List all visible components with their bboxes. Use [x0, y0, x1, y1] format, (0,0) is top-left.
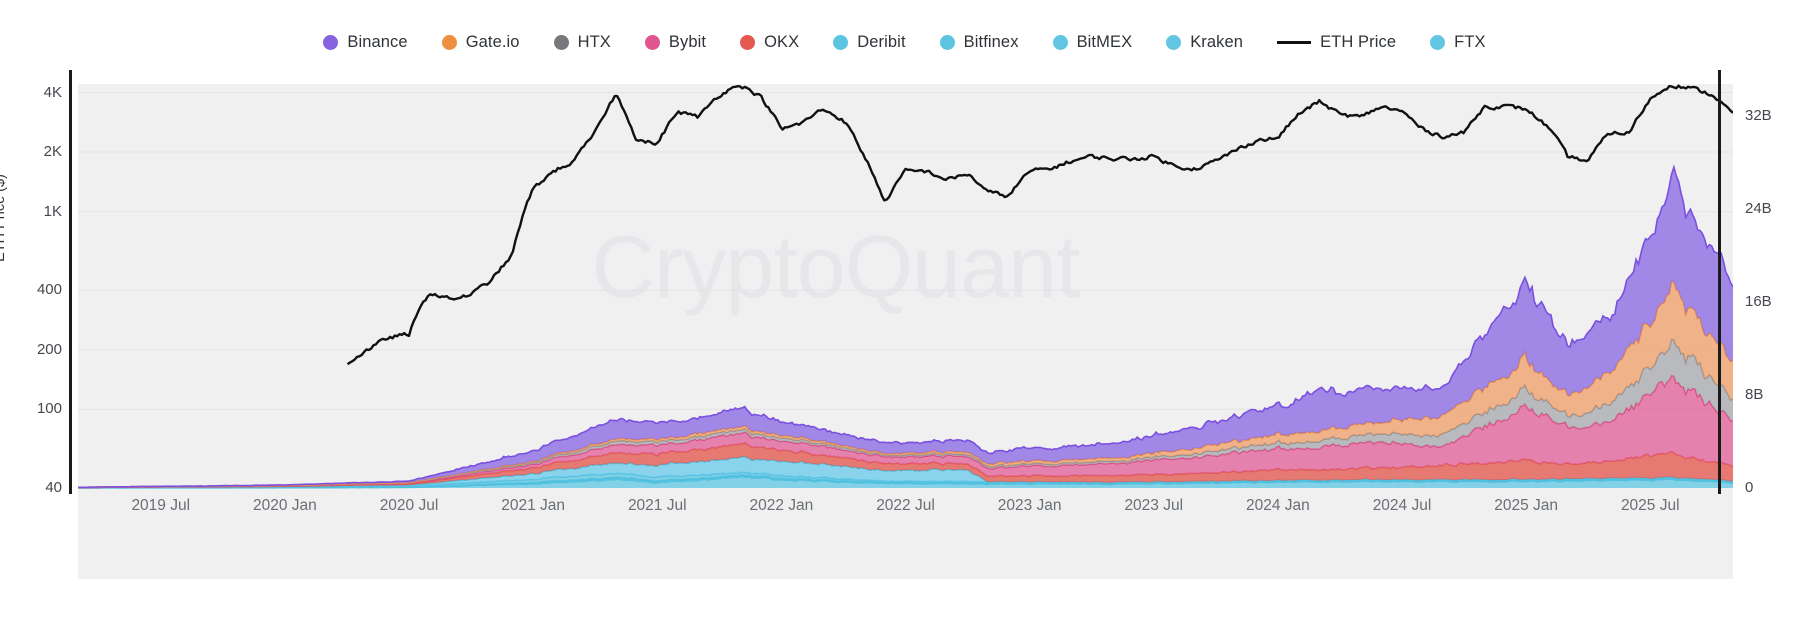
legend-item-ftx[interactable]: FTX [1430, 32, 1486, 52]
legend-dot-icon [939, 34, 955, 50]
legend-dot-icon [441, 34, 457, 50]
legend-item-label: Gate.io [465, 32, 520, 51]
area-series-binance [78, 167, 1733, 488]
legend-dot-icon [1052, 34, 1068, 50]
left-axis-spine [69, 70, 72, 494]
left-tick-label: 4K [43, 83, 62, 101]
left-tick-label: 400 [36, 281, 62, 299]
legend-item-label: Bitfinex [963, 32, 1019, 51]
area-series-ftx [78, 456, 1733, 488]
left-tick-label: 100 [36, 400, 62, 418]
legend-item-label: FTX [1454, 32, 1486, 51]
legend-item-label: Bybit [668, 32, 707, 51]
legend-item-binance[interactable]: Binance [323, 32, 408, 52]
legend-dot-icon [1166, 34, 1182, 50]
legend-item-eth-price[interactable]: ETH Price [1277, 33, 1396, 52]
legend-item-deribit[interactable]: Deribit [833, 32, 906, 52]
legend-item-label: HTX [577, 32, 611, 51]
x-tick-label: 2023 Jan [997, 497, 1062, 514]
left-tick-label: 200 [36, 340, 62, 358]
x-tick-label: 2025 Jan [1494, 497, 1559, 514]
plot-background [78, 84, 1733, 579]
left-tick-label: 1K [43, 202, 62, 220]
legend-dot-icon [323, 34, 339, 50]
x-tick-label: 2020 Jul [379, 497, 439, 514]
x-tick-label: 2023 Jul [1124, 497, 1184, 514]
right-axis-spine [1718, 70, 1721, 494]
x-tick-label: 2021 Jul [627, 497, 687, 514]
legend-dot-icon [833, 34, 849, 50]
left-tick-label: 40 [45, 479, 62, 496]
x-tick-label: 2022 Jan [749, 497, 814, 514]
legend-item-htx[interactable]: HTX [553, 32, 611, 52]
right-tick-label: 16B [1745, 293, 1772, 311]
right-tick-label: 24B [1745, 200, 1772, 218]
x-tick-label: 2021 Jan [501, 497, 566, 514]
x-tick-label: 2025 Jul [1620, 497, 1680, 514]
legend-item-bitfinex[interactable]: Bitfinex [939, 32, 1019, 52]
chart-legend: Binance Gate.io HTX Bybit OKX Deribit Bitfinex… [0, 0, 1809, 84]
area-series-okx [78, 442, 1733, 488]
legend-dot-icon [553, 34, 569, 50]
area-series-gate-io [78, 281, 1733, 488]
legend-item-okx[interactable]: OKX [740, 33, 799, 52]
left-tick-label: 2K [43, 143, 62, 161]
area-outline-binance [78, 164, 1733, 489]
x-tick-label: 2020 Jan [252, 497, 317, 514]
legend-item-kraken[interactable]: Kraken [1166, 33, 1243, 52]
right-tick-label: 0 [1745, 479, 1754, 496]
x-tick-label: 2019 Jul [131, 497, 191, 514]
legend-item-bybit[interactable]: Bybit [644, 32, 707, 52]
legend-item-gate-io[interactable]: Gate.io [441, 32, 520, 52]
legend-dot-icon [1430, 34, 1446, 50]
eth-price-line [346, 84, 1733, 366]
legend-item-bitmex[interactable]: BitMEX [1052, 32, 1133, 52]
legend-item-label: OKX [764, 32, 800, 51]
chart-svg [78, 84, 1733, 489]
legend-item-label: Deribit [857, 32, 906, 51]
legend-dot-icon [740, 34, 756, 50]
legend-item-label: BitMEX [1076, 32, 1133, 51]
x-tick-label: 2024 Jan [1245, 497, 1310, 514]
legend-line-icon [1277, 40, 1312, 44]
right-tick-label: 32B [1745, 107, 1772, 125]
x-tick-label: 2022 Jul [876, 497, 935, 514]
x-tick-label: 2024 Jul [1372, 497, 1432, 514]
legend-item-label: Kraken [1190, 32, 1244, 51]
legend-dot-icon [644, 34, 660, 50]
legend-item-label: Binance [347, 32, 408, 51]
right-tick-label: 8B [1745, 386, 1764, 404]
area-series-bybit [78, 375, 1733, 488]
legend-item-label: ETH Price [1320, 32, 1397, 51]
